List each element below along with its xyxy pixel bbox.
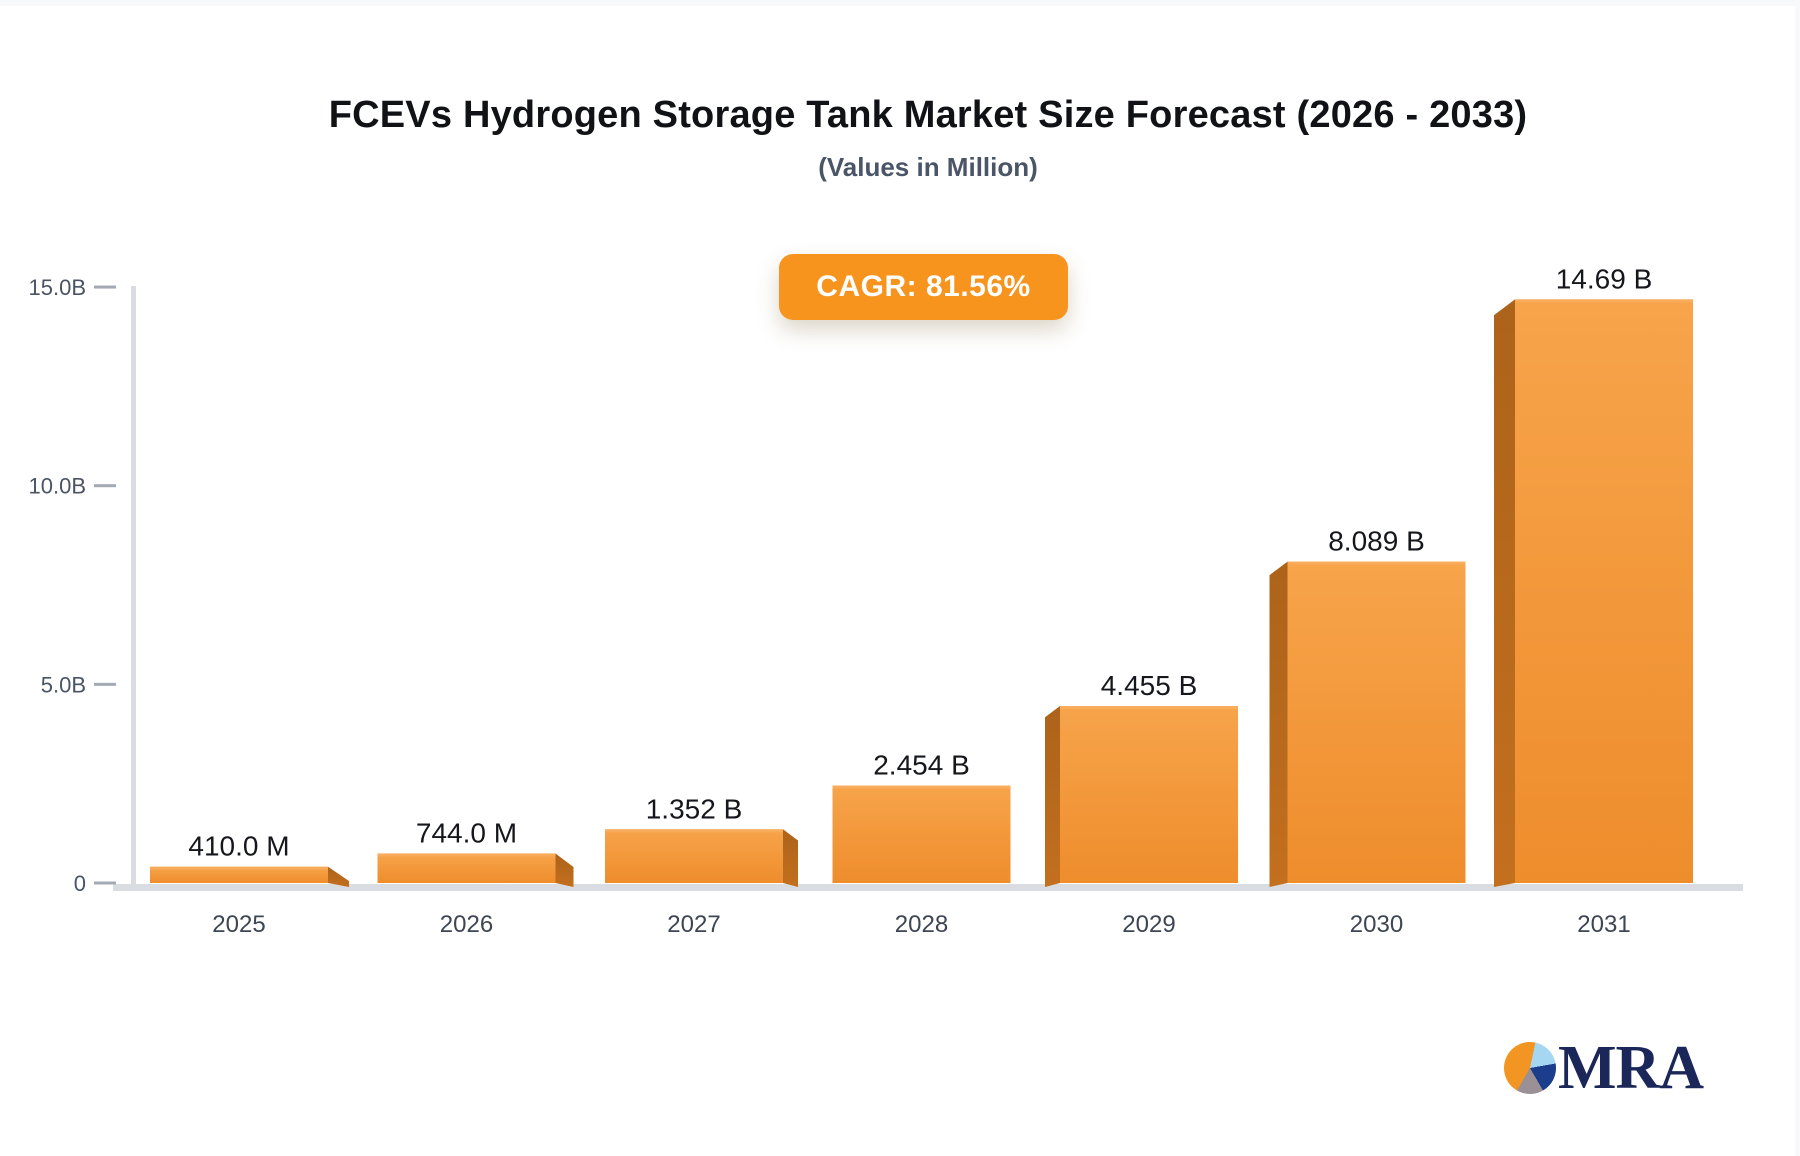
bar-value-label: 410.0 M [188,831,289,862]
bar-2026[interactable] [377,853,556,883]
right-edge-strip [1795,0,1800,1156]
y-axis-tick [94,285,116,289]
x-axis-line [113,884,1743,891]
bar-side-face-2026 [555,853,574,887]
x-axis-label: 2026 [440,911,493,938]
top-edge-strip [0,0,1800,6]
y-axis-tick [94,881,116,885]
x-axis-label: 2028 [895,911,948,938]
bar-2028[interactable] [832,785,1011,883]
bar-top-edge-2029 [1060,706,1238,710]
x-axis-label: 2031 [1577,911,1630,938]
chart-title: FCEVs Hydrogen Storage Tank Market Size … [328,94,1528,136]
y-axis-label: 5.0B [41,672,86,697]
bar-top-edge-2028 [832,785,1011,789]
bar-top-edge-2025 [150,866,328,870]
y-axis-tick [94,484,116,488]
bar-side-face-2031 [1494,299,1515,887]
x-axis-label: 2027 [667,911,720,938]
bar-side-face-2025 [328,866,349,887]
bar-side-face-2030 [1269,561,1288,887]
bar-value-label: 1.352 B [646,793,743,824]
x-axis-label: 2025 [212,911,265,938]
y-axis-line [131,286,136,884]
cagr-badge-label: CAGR: 81.56% [816,270,1031,303]
bar-2029[interactable] [1060,706,1238,883]
bar-top-edge-2031 [1515,299,1693,303]
pie-chart-icon [1504,1042,1556,1094]
bar-value-label: 4.455 B [1101,670,1198,701]
x-axis-label: 2029 [1122,911,1175,938]
y-axis-label: 15.0B [29,275,87,300]
y-axis-label: 0 [74,871,86,896]
bar-top-edge-2027 [605,829,783,833]
y-axis-label: 10.0B [29,474,87,499]
bar-side-face-2027 [783,829,798,887]
bar-2031[interactable] [1515,299,1693,883]
y-axis-tick [94,682,116,686]
x-axis-label: 2030 [1350,911,1403,938]
brand-name: MRA [1558,1034,1704,1102]
bar-value-label: 2.454 B [873,750,970,781]
bar-value-label: 744.0 M [416,817,517,848]
bar-top-edge-2026 [377,853,556,857]
bar-value-label: 14.69 B [1556,263,1653,294]
cagr-badge: CAGR: 81.56% [779,254,1068,320]
brand-logo: MRA [1504,1034,1704,1102]
bar-2030[interactable] [1287,561,1466,883]
bar-2025[interactable] [150,866,328,883]
bar-value-label: 8.089 B [1328,526,1425,557]
bar-top-edge-2030 [1287,561,1466,565]
bar-side-face-2029 [1045,706,1060,887]
chart-subtitle: (Values in Million) [818,151,1038,182]
chart-header: FCEVs Hydrogen Storage Tank Market Size … [56,94,1800,183]
bar-2027[interactable] [605,829,783,883]
